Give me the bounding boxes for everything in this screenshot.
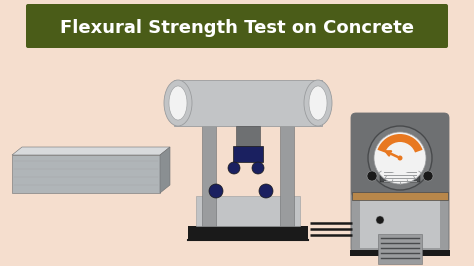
Circle shape <box>374 132 426 184</box>
Ellipse shape <box>169 86 187 120</box>
Text: Flexural Strength Test on Concrete: Flexural Strength Test on Concrete <box>60 19 414 37</box>
Ellipse shape <box>164 80 192 126</box>
Polygon shape <box>12 155 160 193</box>
Bar <box>356 118 444 192</box>
Circle shape <box>252 162 264 174</box>
Bar <box>202 126 216 226</box>
Ellipse shape <box>304 80 332 126</box>
Polygon shape <box>12 147 170 155</box>
Bar <box>188 226 308 240</box>
Bar <box>350 250 450 256</box>
Ellipse shape <box>309 86 327 120</box>
Circle shape <box>367 171 377 181</box>
Bar <box>233 146 263 162</box>
Circle shape <box>228 162 240 174</box>
Circle shape <box>376 216 384 224</box>
Circle shape <box>209 184 223 198</box>
Circle shape <box>384 142 416 174</box>
Circle shape <box>423 171 433 181</box>
Circle shape <box>368 126 432 190</box>
Bar <box>280 126 294 226</box>
Bar <box>378 234 422 264</box>
Bar <box>380 170 420 182</box>
FancyBboxPatch shape <box>26 4 448 48</box>
Circle shape <box>398 156 402 160</box>
Polygon shape <box>160 147 170 193</box>
Bar <box>236 126 260 146</box>
Bar <box>360 200 440 248</box>
Bar <box>352 192 448 200</box>
Circle shape <box>259 184 273 198</box>
FancyBboxPatch shape <box>351 113 449 197</box>
Wedge shape <box>377 134 422 158</box>
Bar <box>196 196 300 226</box>
Bar <box>174 80 322 126</box>
FancyBboxPatch shape <box>351 113 449 253</box>
